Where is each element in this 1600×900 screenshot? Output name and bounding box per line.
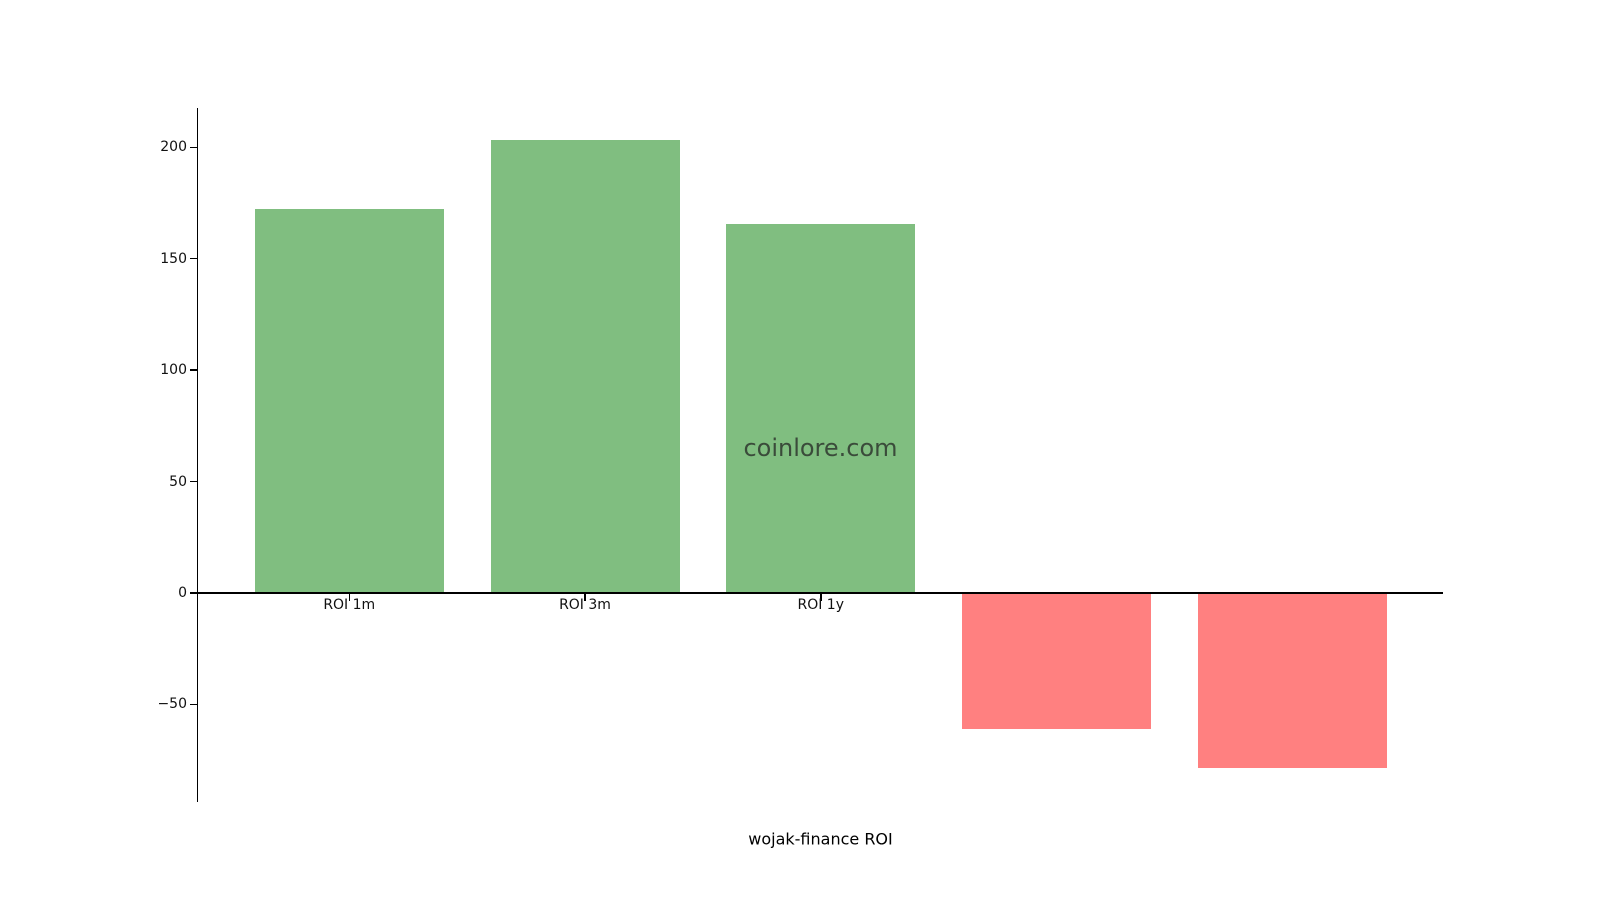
- y-tick-mark: [189, 257, 197, 260]
- x-axis-zero-line: [196, 592, 1443, 594]
- y-tick-label: 50: [169, 473, 187, 490]
- x-tick-mark: [820, 593, 822, 601]
- chart-title: wojak-finance ROI: [748, 829, 893, 849]
- y-tick-label: 150: [160, 250, 187, 267]
- y-tick-label: 100: [160, 362, 187, 379]
- y-tick-mark: [189, 703, 197, 706]
- x-tick-label: ROI 3m: [559, 597, 611, 613]
- y-axis-line: [196, 108, 198, 802]
- roi-bar-roi-1y: [726, 223, 916, 593]
- x-tick-mark: [348, 593, 350, 601]
- x-tick-mark: [584, 593, 586, 601]
- roi-bar-roi-1m: [254, 209, 444, 593]
- roi-bar-roi-3m: [490, 140, 680, 593]
- y-tick-label: −50: [157, 696, 187, 713]
- y-tick-label: 0: [178, 585, 187, 601]
- y-tick-mark: [189, 146, 197, 148]
- watermark-text: coinlore.com: [743, 434, 898, 462]
- x-tick-label: ROI 1y: [797, 597, 845, 613]
- y-tick-mark: [189, 369, 197, 371]
- y-tick-mark: [189, 480, 197, 483]
- roi-bar-negative-3: [962, 593, 1151, 730]
- y-tick-label: 200: [160, 139, 187, 156]
- y-tick-mark: [189, 592, 197, 594]
- x-tick-label: ROI 1m: [323, 597, 376, 613]
- roi-bar-negative-4: [1197, 593, 1387, 769]
